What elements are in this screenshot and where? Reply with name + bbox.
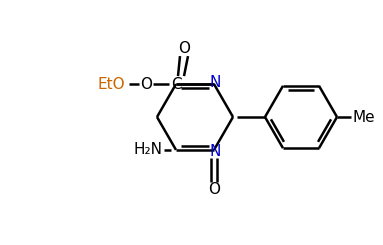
Text: Me: Me (353, 110, 375, 124)
Text: EtO: EtO (97, 77, 125, 92)
Text: O: O (178, 41, 190, 56)
Text: O: O (208, 183, 220, 197)
Text: C: C (171, 77, 181, 92)
Text: O: O (140, 77, 152, 92)
Text: N: N (210, 74, 221, 90)
Text: N: N (210, 144, 221, 159)
Text: H₂N: H₂N (134, 142, 162, 157)
